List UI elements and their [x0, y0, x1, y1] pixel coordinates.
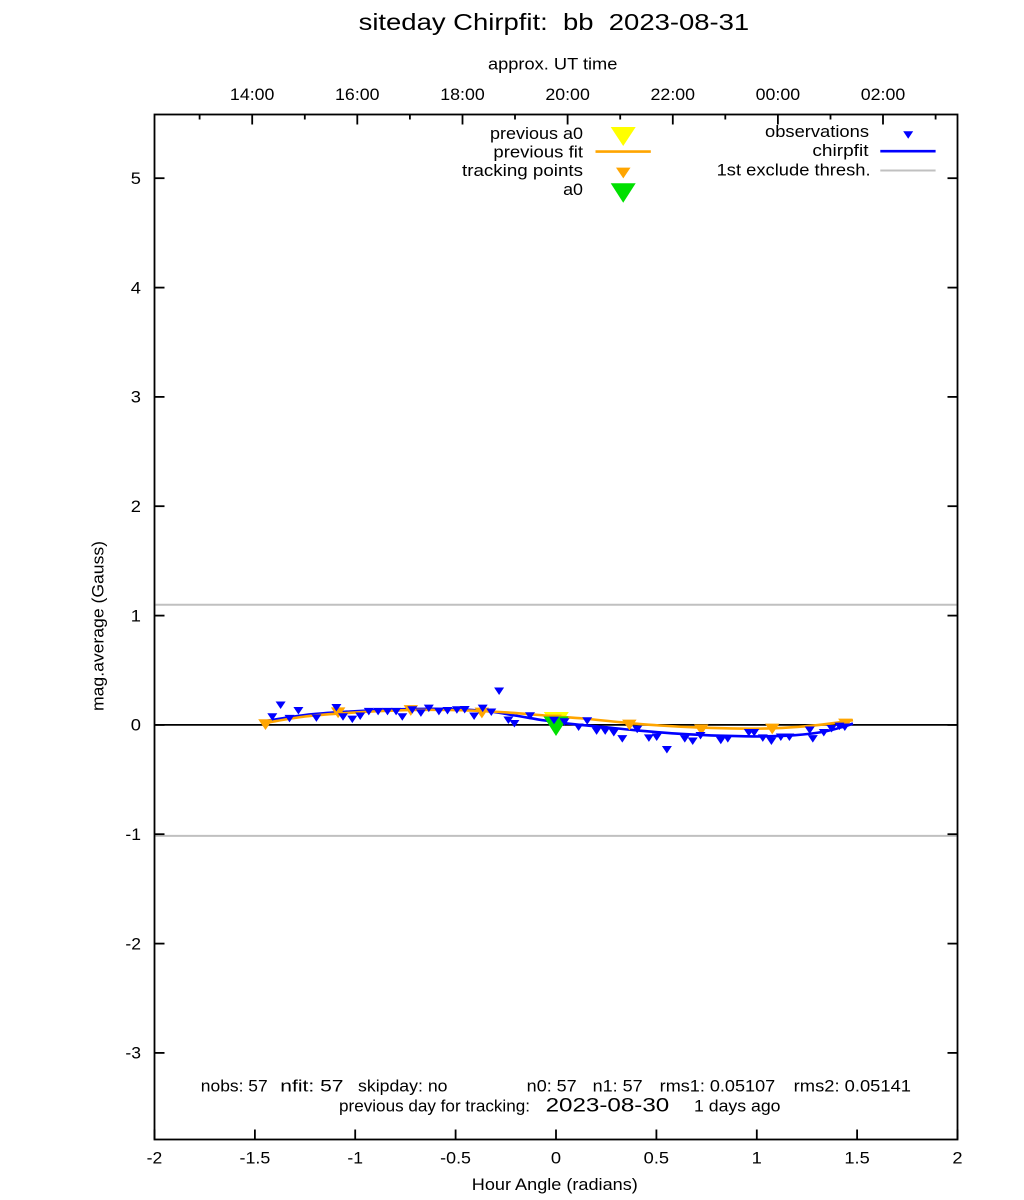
svg-text:22:00: 22:00 — [651, 85, 696, 104]
svg-text:tracking points: tracking points — [462, 161, 583, 180]
svg-text:n0: 57: n0: 57 — [527, 1077, 577, 1096]
svg-text:1st exclude thresh.: 1st exclude thresh. — [717, 160, 871, 179]
svg-text:previous a0: previous a0 — [490, 124, 583, 143]
svg-text:1: 1 — [752, 1148, 762, 1167]
svg-text:00:00: 00:00 — [756, 85, 801, 104]
svg-text:-1.5: -1.5 — [240, 1148, 271, 1167]
svg-text:3: 3 — [131, 388, 141, 407]
svg-text:1 days ago: 1 days ago — [694, 1096, 781, 1115]
svg-text:20:00: 20:00 — [545, 85, 590, 104]
svg-text:previous fit: previous fit — [493, 143, 583, 162]
svg-text:-2: -2 — [125, 934, 141, 953]
svg-text:n1: 57: n1: 57 — [593, 1077, 643, 1096]
svg-text:16:00: 16:00 — [335, 85, 380, 104]
svg-text:nfit: 57: nfit: 57 — [280, 1077, 343, 1096]
svg-text:4: 4 — [131, 278, 141, 297]
svg-text:-3: -3 — [125, 1044, 141, 1063]
svg-text:-0.5: -0.5 — [440, 1148, 471, 1167]
svg-text:chirpfit: chirpfit — [812, 141, 868, 160]
svg-text:approx. UT time: approx. UT time — [488, 55, 617, 74]
svg-text:2: 2 — [952, 1148, 962, 1167]
svg-text:0.5: 0.5 — [644, 1148, 669, 1167]
svg-text:2023-08-30: 2023-08-30 — [546, 1094, 670, 1116]
svg-text:rms1: 0.05107: rms1: 0.05107 — [660, 1077, 776, 1096]
svg-text:02:00: 02:00 — [861, 85, 906, 104]
svg-text:2: 2 — [131, 497, 141, 516]
svg-text:18:00: 18:00 — [440, 85, 485, 104]
svg-text:Hour Angle (radians): Hour Angle (radians) — [472, 1175, 638, 1194]
svg-text:observations: observations — [765, 122, 869, 141]
svg-text:14:00: 14:00 — [230, 85, 275, 104]
svg-text:1: 1 — [131, 606, 141, 625]
svg-text:0: 0 — [551, 1148, 561, 1167]
svg-text:1.5: 1.5 — [844, 1148, 869, 1167]
svg-text:-2: -2 — [147, 1148, 163, 1167]
svg-text:5: 5 — [131, 169, 141, 188]
svg-text:a0: a0 — [563, 180, 583, 199]
svg-text:-1: -1 — [347, 1148, 363, 1167]
svg-text:previous day for tracking:: previous day for tracking: — [339, 1096, 530, 1115]
svg-text:siteday Chirpfit: bb 2023-08: siteday Chirpfit: bb 2023-08-31 — [359, 9, 750, 35]
svg-text:mag.average (Gauss): mag.average (Gauss) — [89, 541, 108, 711]
svg-text:skipday: no: skipday: no — [358, 1077, 448, 1096]
svg-text:0: 0 — [131, 716, 141, 735]
svg-text:nobs: 57: nobs: 57 — [201, 1077, 268, 1096]
svg-text:-1: -1 — [125, 825, 141, 844]
svg-text:rms2: 0.05141: rms2: 0.05141 — [794, 1077, 911, 1096]
